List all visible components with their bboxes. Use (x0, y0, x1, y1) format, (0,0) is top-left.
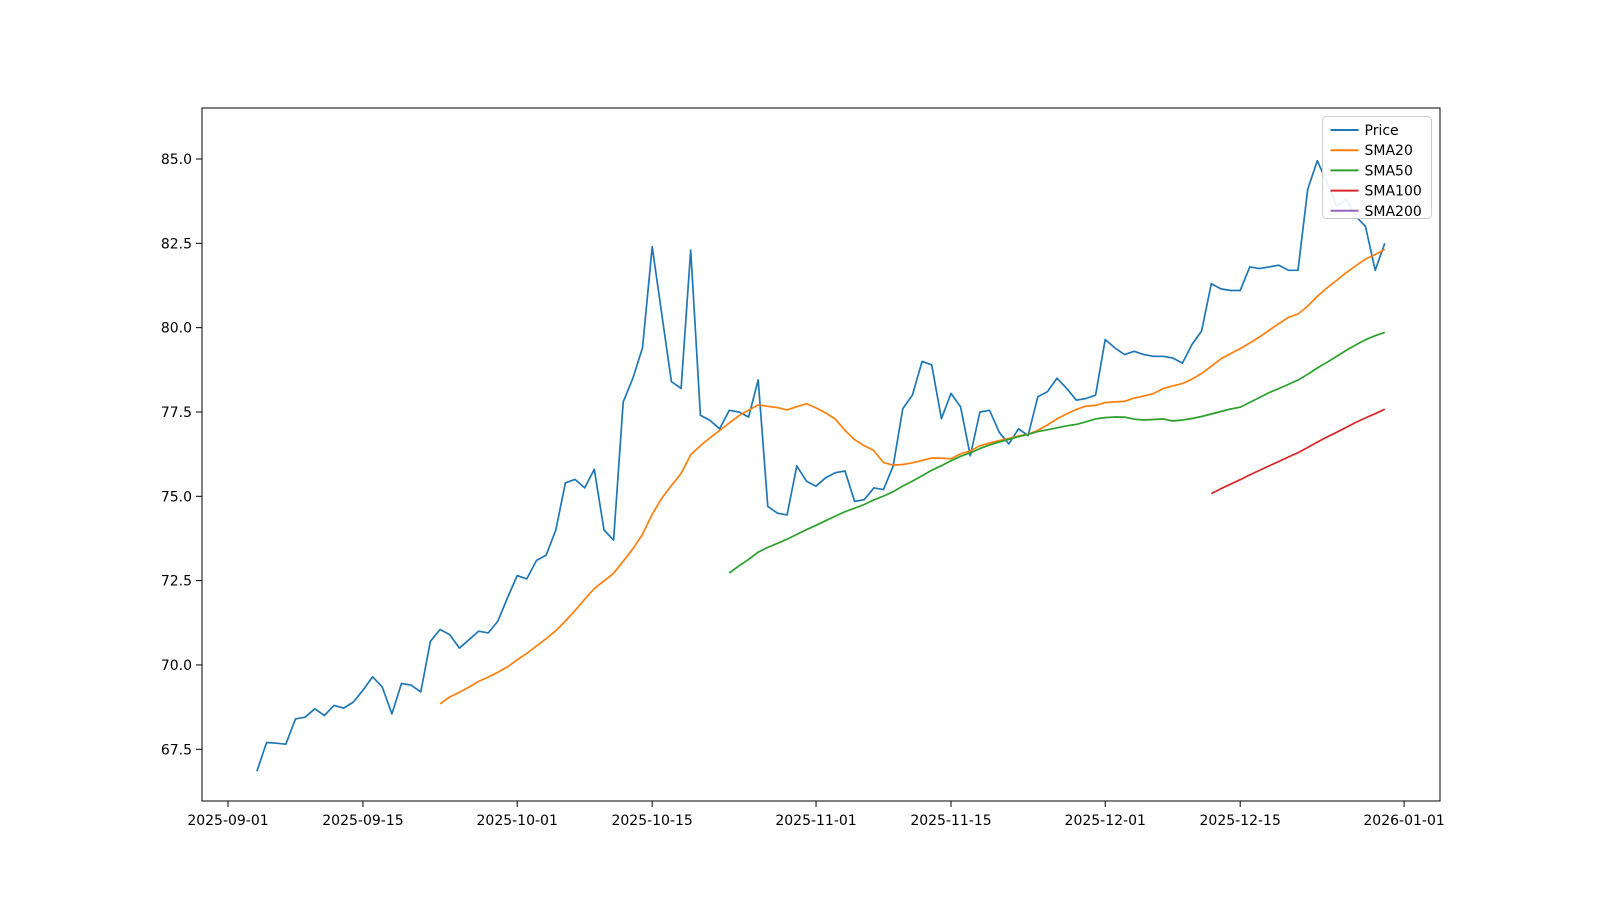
legend-box (1322, 116, 1432, 219)
x-tick-label: 2025-12-15 (1200, 813, 1281, 829)
y-tick-label: 72.5 (161, 574, 192, 590)
x-tick-label: 2025-09-15 (322, 813, 403, 829)
y-tick-label: 75.0 (161, 489, 192, 505)
legend-label-sma200: SMA200 (1365, 204, 1422, 220)
sma50-line (728, 331, 1386, 574)
y-tick-label: 82.5 (161, 236, 192, 252)
legend-label-sma20: SMA20 (1365, 143, 1413, 159)
y-tick-label: 77.5 (161, 405, 192, 421)
x-tick-label: 2025-11-01 (775, 813, 856, 829)
axes-frame (201, 107, 1441, 802)
x-tick-label: 2026-01-01 (1363, 813, 1444, 829)
y-tick-label: 85.0 (161, 152, 192, 168)
x-tick-label: 2025-09-01 (187, 813, 268, 829)
y-tick-label: 80.0 (161, 321, 192, 337)
y-tick-label: 67.5 (161, 742, 192, 758)
x-tick-label: 2025-10-15 (611, 813, 692, 829)
y-tick-label: 70.0 (161, 658, 192, 674)
x-tick-label: 2025-11-15 (910, 813, 991, 829)
x-tick-label: 2025-10-01 (477, 813, 558, 829)
price-line (256, 159, 1386, 772)
sma20-line (439, 248, 1386, 705)
legend-label-sma100: SMA100 (1365, 184, 1422, 200)
legend-label-price: Price (1365, 123, 1399, 139)
x-tick-label: 2025-12-01 (1065, 813, 1146, 829)
legend-label-sma50: SMA50 (1365, 163, 1413, 179)
sma100-line (1210, 408, 1386, 495)
